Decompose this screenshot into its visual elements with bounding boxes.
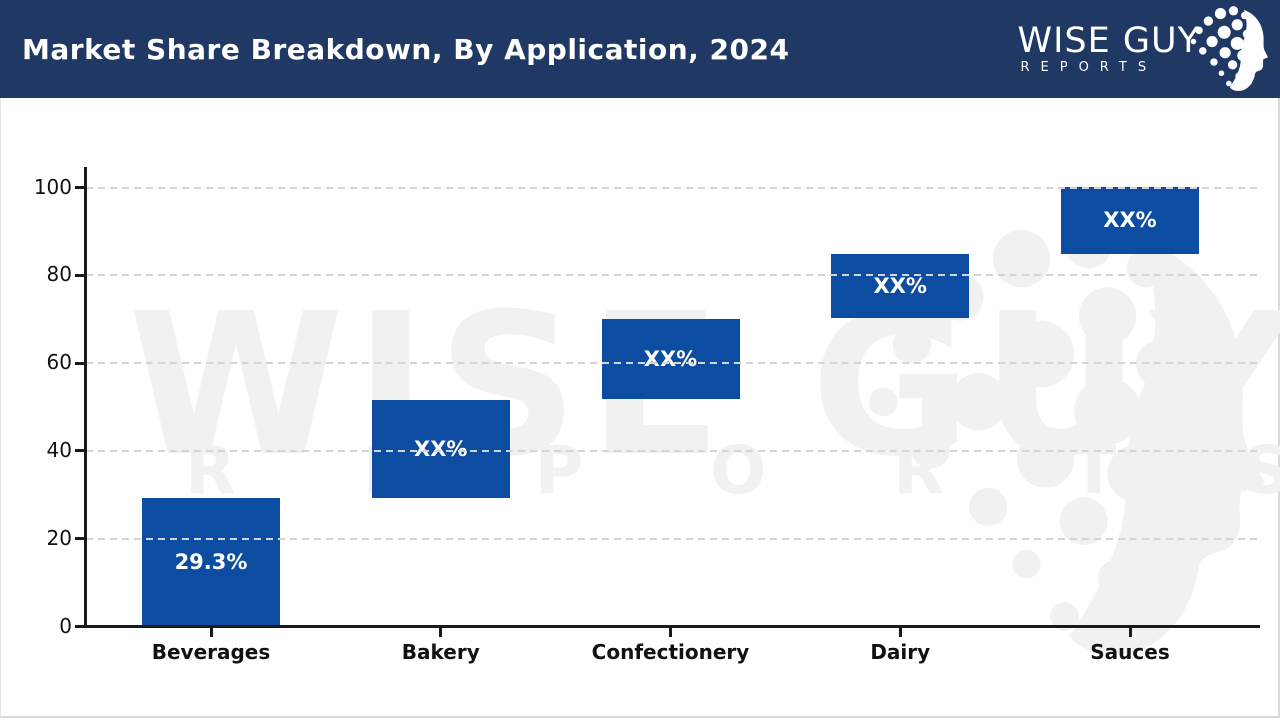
x-axis-line bbox=[84, 625, 1260, 628]
y-axis-line bbox=[84, 167, 87, 628]
y-tick bbox=[75, 625, 84, 628]
x-tick bbox=[439, 628, 443, 637]
x-category-label: Sauces bbox=[1090, 640, 1170, 664]
logo-face-icon bbox=[1190, 6, 1268, 91]
logo-line1: WISE GUY bbox=[1017, 20, 1200, 61]
bar-value-label: XX% bbox=[1103, 208, 1157, 233]
x-category-label: Beverages bbox=[151, 640, 271, 664]
page-title: Market Share Breakdown, By Application, … bbox=[22, 32, 790, 66]
gridline bbox=[86, 274, 1258, 277]
bar-bakery: XX% bbox=[371, 399, 510, 498]
y-tick bbox=[75, 449, 84, 453]
y-tick bbox=[75, 361, 84, 365]
header-bar: Market Share Breakdown, By Application, … bbox=[0, 0, 1280, 98]
x-category-label: Bakery bbox=[401, 640, 480, 664]
bar-sauces: XX% bbox=[1061, 186, 1199, 255]
y-tick-label: 40 bbox=[46, 437, 72, 462]
gridline bbox=[86, 362, 1258, 365]
gridline bbox=[86, 186, 1258, 189]
bar-beverages: 29.3% bbox=[142, 497, 280, 627]
y-tick-label: 100 bbox=[33, 174, 72, 199]
watermark-face-icon bbox=[868, 220, 1265, 655]
x-tick bbox=[209, 628, 213, 637]
bar-value-label: XX% bbox=[873, 274, 927, 299]
x-tick bbox=[669, 628, 672, 637]
x-category-label: Confectionery bbox=[591, 640, 750, 664]
bar-dairy: XX% bbox=[831, 254, 970, 319]
y-tick bbox=[75, 186, 84, 189]
bar-value-label: XX% bbox=[414, 436, 468, 461]
x-tick bbox=[898, 628, 902, 637]
y-tick-label: 80 bbox=[46, 262, 72, 287]
y-tick-label: 20 bbox=[46, 525, 72, 550]
bar-confectionery: XX% bbox=[601, 319, 740, 400]
watermark-subtext: R E P O R T S bbox=[185, 432, 1280, 509]
brand-wordmark: WISE GUY REPORTS bbox=[1017, 20, 1200, 76]
bar-value-label: XX% bbox=[643, 347, 698, 372]
y-tick-label: 0 bbox=[59, 613, 72, 638]
brand-logo: WISE GUY REPORTS bbox=[1017, 4, 1268, 94]
y-tick bbox=[75, 273, 84, 277]
gridline bbox=[86, 537, 1258, 540]
x-category-label: Dairy bbox=[870, 640, 931, 664]
x-tick bbox=[1128, 628, 1132, 637]
logo-line2: REPORTS bbox=[1020, 60, 1158, 76]
y-tick bbox=[75, 537, 84, 541]
y-tick-label: 60 bbox=[46, 350, 72, 375]
gridline bbox=[86, 449, 1258, 452]
bar-value-label: 29.3% bbox=[174, 550, 248, 575]
